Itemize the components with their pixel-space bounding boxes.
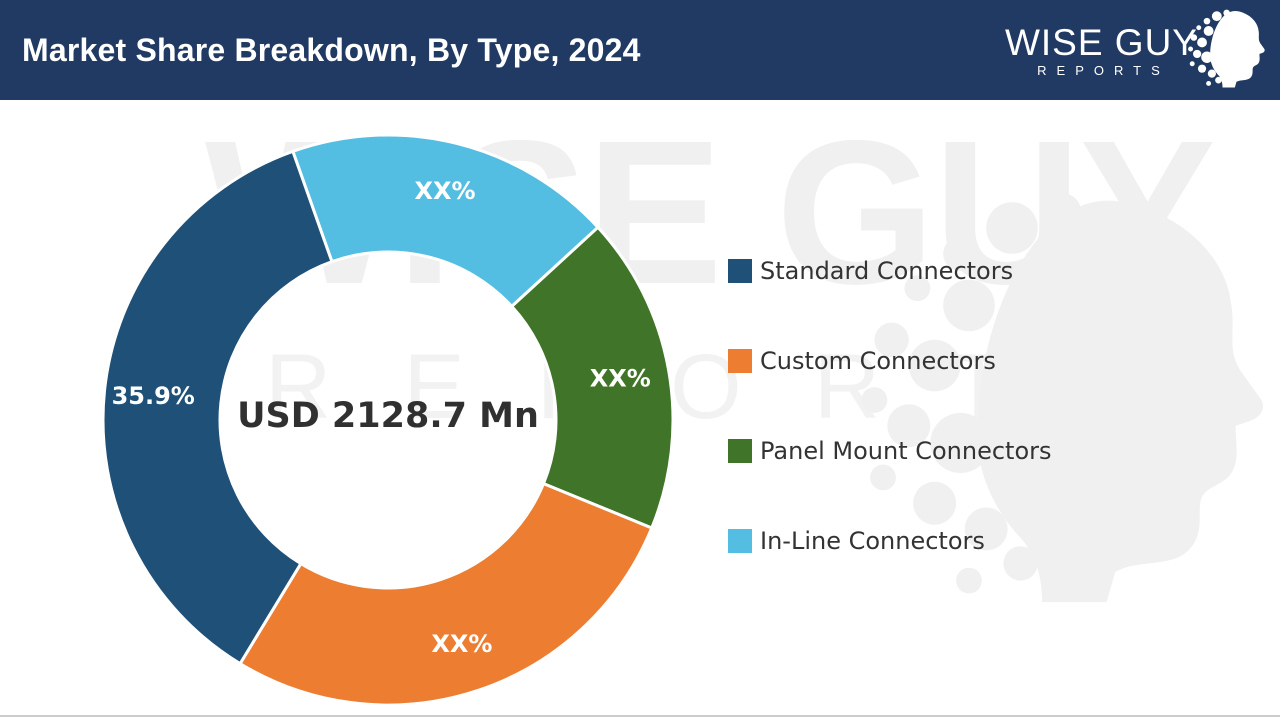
- donut-center-value: USD 2128.7 Mn: [237, 396, 539, 436]
- face-profile-icon: [1184, 6, 1266, 92]
- legend-label: Panel Mount Connectors: [760, 437, 1052, 465]
- bottom-rule: [0, 715, 1280, 717]
- logo-wordmark: WISE GUY: [1004, 21, 1198, 63]
- donut-slice-3[interactable]: [101, 149, 334, 666]
- slice-percent-label: XX%: [414, 177, 475, 205]
- logo-subtitle: REPORTS: [1037, 62, 1170, 78]
- legend-swatch: [728, 529, 752, 553]
- legend-item-in-line-connectors[interactable]: In-Line Connectors: [728, 527, 1052, 555]
- slice-percent-label: 35.9%: [112, 382, 195, 410]
- chart-legend: Standard Connectors Custom Connectors Pa…: [728, 257, 1052, 619]
- legend-item-panel-mount-connectors[interactable]: Panel Mount Connectors: [728, 437, 1052, 465]
- donut-slice-2[interactable]: [238, 482, 654, 707]
- page-title: Market Share Breakdown, By Type, 2024: [22, 31, 641, 68]
- legend-label: Custom Connectors: [760, 347, 996, 375]
- donut-slice-1[interactable]: [510, 225, 675, 530]
- logo-text: WISE GUY REPORTS: [1005, 24, 1198, 77]
- legend-label: Standard Connectors: [760, 257, 1014, 285]
- slice-percent-label: XX%: [590, 364, 651, 392]
- legend-item-custom-connectors[interactable]: Custom Connectors: [728, 347, 1052, 375]
- legend-swatch: [728, 259, 752, 283]
- legend-item-standard-connectors[interactable]: Standard Connectors: [728, 257, 1052, 285]
- header: Market Share Breakdown, By Type, 2024 WI…: [0, 0, 1280, 100]
- wiseguy-logo[interactable]: WISE GUY REPORTS: [1005, 8, 1266, 92]
- slice-percent-label: XX%: [431, 630, 492, 658]
- legend-label: In-Line Connectors: [760, 527, 985, 555]
- donut-slice-0[interactable]: [291, 133, 600, 308]
- legend-swatch: [728, 439, 752, 463]
- legend-swatch: [728, 349, 752, 373]
